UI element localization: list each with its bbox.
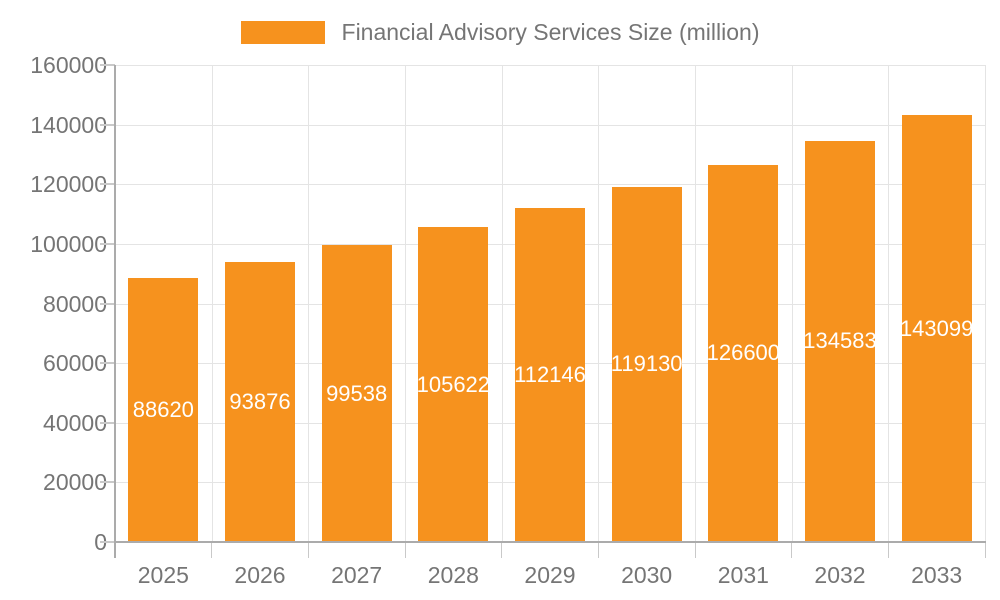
bar[interactable] bbox=[418, 227, 489, 542]
bar[interactable] bbox=[708, 164, 779, 542]
y-axis-tick-label: 60000 bbox=[43, 350, 107, 377]
legend-swatch-icon bbox=[240, 21, 325, 44]
x-axis-line bbox=[114, 541, 986, 543]
y-axis-tick-label: 100000 bbox=[30, 230, 107, 257]
y-axis-tick bbox=[100, 183, 115, 186]
x-axis-tick-label: 2027 bbox=[331, 562, 383, 588]
vertical-gridline bbox=[791, 65, 793, 542]
x-axis-tick bbox=[211, 542, 213, 558]
vertical-gridline bbox=[308, 65, 310, 542]
x-axis-tick bbox=[501, 542, 503, 558]
horizontal-gridline bbox=[115, 124, 985, 126]
y-axis-tick-label: 160000 bbox=[30, 52, 107, 78]
y-axis-tick bbox=[100, 123, 115, 126]
y-axis-tick bbox=[100, 64, 115, 66]
y-axis-tick-label: 140000 bbox=[30, 111, 107, 138]
bar[interactable] bbox=[805, 140, 875, 542]
x-axis-tick-label: 2028 bbox=[427, 562, 479, 588]
y-axis-tick bbox=[100, 421, 115, 424]
y-axis-tick bbox=[100, 362, 115, 365]
y-axis-tick-label: 80000 bbox=[43, 290, 107, 317]
bar[interactable] bbox=[225, 262, 295, 542]
legend-label: Financial Advisory Services Size (millio… bbox=[341, 19, 760, 45]
x-axis-tick-label: 2029 bbox=[524, 562, 576, 588]
x-axis-tick bbox=[887, 542, 889, 558]
bar[interactable] bbox=[611, 186, 682, 542]
x-axis-tick-label: 2032 bbox=[814, 562, 866, 588]
bar[interactable] bbox=[901, 115, 972, 542]
vertical-gridline bbox=[985, 65, 986, 542]
y-axis-tick bbox=[100, 302, 115, 305]
y-axis-tick-label: 0 bbox=[0, 529, 107, 556]
legend[interactable]: Financial Advisory Services Size (millio… bbox=[0, 19, 1000, 46]
x-axis-tick bbox=[404, 542, 406, 558]
x-axis-tick bbox=[791, 542, 793, 558]
y-axis-line bbox=[114, 65, 116, 542]
x-axis-tick bbox=[694, 542, 696, 558]
y-axis-tick bbox=[100, 541, 115, 543]
x-axis-tick bbox=[984, 542, 986, 558]
x-axis-tick bbox=[307, 542, 309, 558]
x-axis-tick-label: 2033 bbox=[911, 562, 963, 588]
vertical-gridline bbox=[501, 65, 503, 542]
vertical-gridline bbox=[888, 65, 890, 542]
vertical-gridline bbox=[598, 65, 600, 542]
x-axis-tick-label: 2031 bbox=[717, 562, 769, 588]
x-axis-tick-label: 2025 bbox=[137, 562, 189, 588]
bar[interactable] bbox=[515, 207, 585, 542]
x-axis-tick-label: 2026 bbox=[234, 562, 286, 588]
x-axis-tick bbox=[597, 542, 599, 558]
y-axis-tick-label: 20000 bbox=[43, 469, 107, 496]
x-axis-tick-label: 2030 bbox=[621, 562, 673, 588]
vertical-gridline bbox=[405, 65, 406, 542]
y-axis-tick bbox=[100, 242, 115, 245]
y-axis-tick-label: 40000 bbox=[43, 409, 107, 436]
vertical-gridline bbox=[695, 65, 696, 542]
bar[interactable] bbox=[128, 277, 199, 542]
bar[interactable] bbox=[321, 245, 392, 542]
y-axis-tick-label: 120000 bbox=[30, 171, 107, 198]
y-axis-tick bbox=[100, 481, 115, 484]
horizontal-gridline bbox=[115, 65, 985, 66]
vertical-gridline bbox=[211, 65, 213, 542]
x-axis-tick bbox=[114, 542, 116, 558]
horizontal-gridline bbox=[115, 184, 985, 186]
